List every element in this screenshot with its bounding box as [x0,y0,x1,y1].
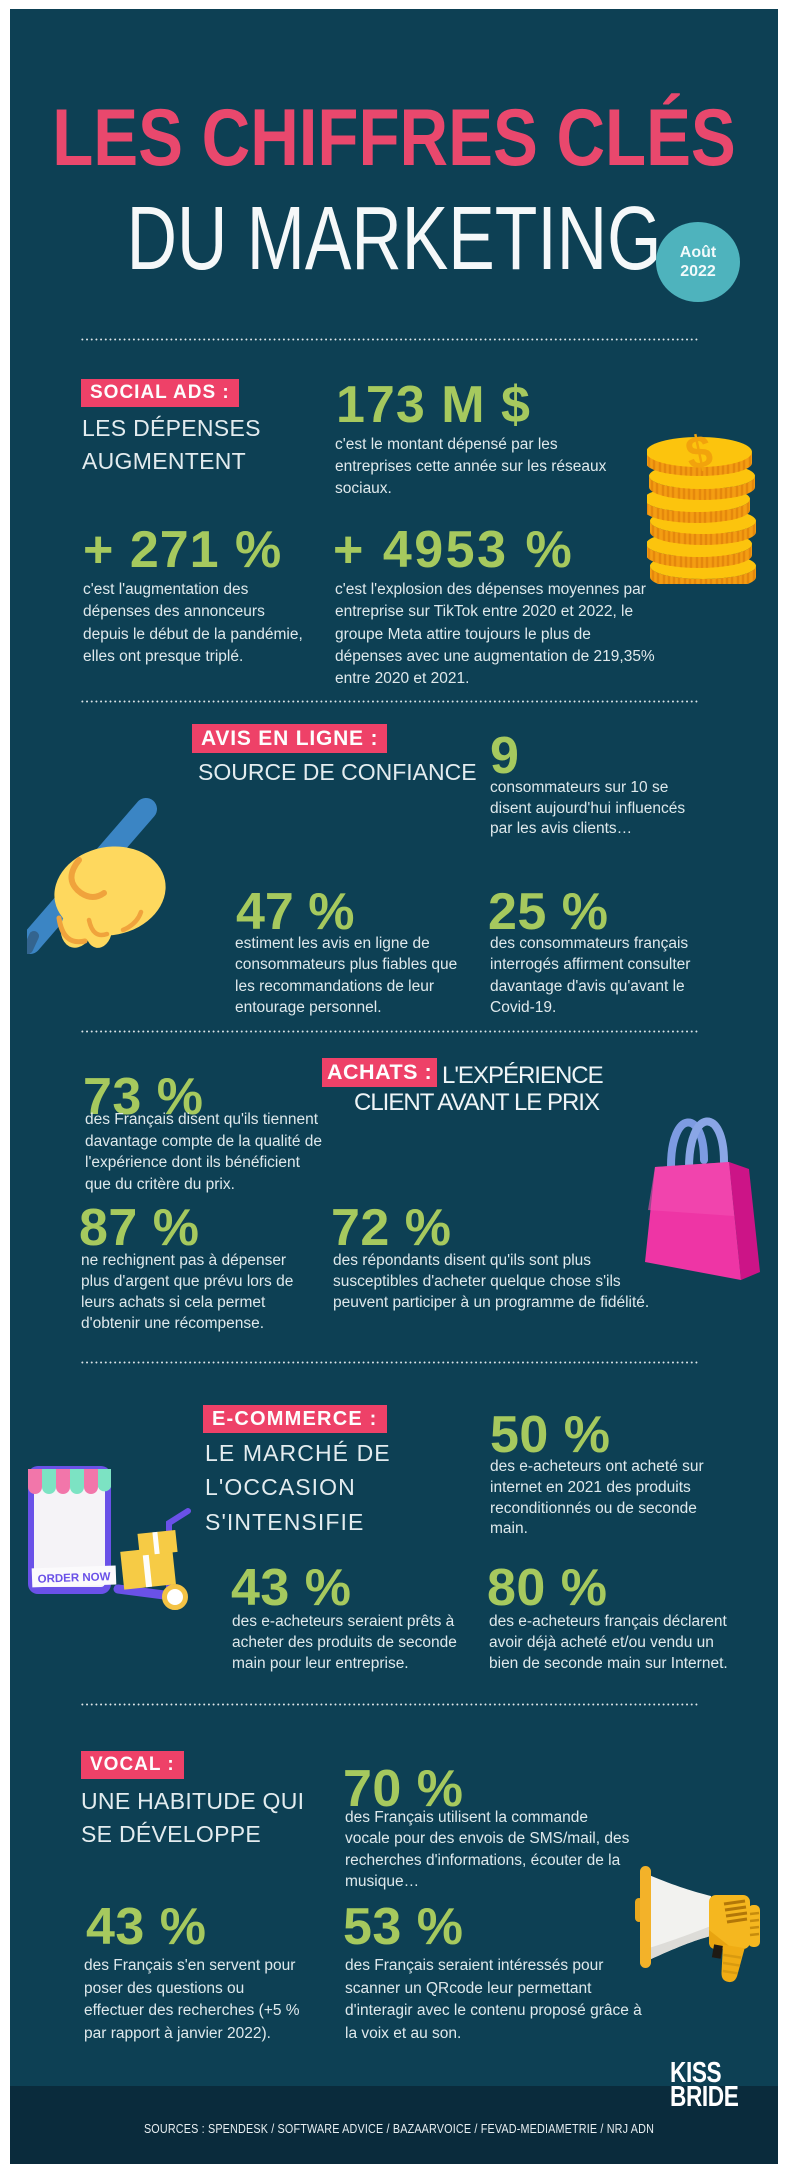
svg-text:ORDER NOW: ORDER NOW [37,1571,110,1586]
